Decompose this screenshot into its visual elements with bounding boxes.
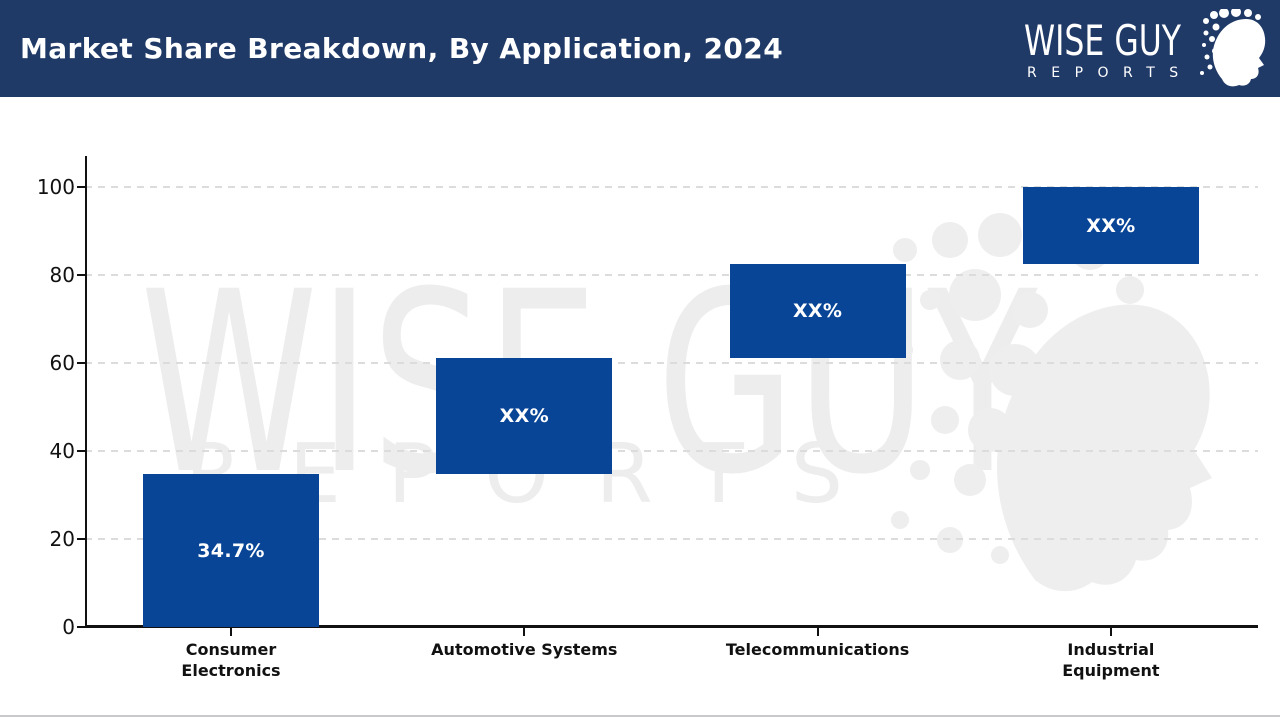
logo-face-icon — [1212, 18, 1266, 86]
x-category-label-line: Electronics — [181, 661, 281, 680]
bar-value-label: XX% — [792, 300, 843, 323]
y-tick-label: 40 — [49, 439, 75, 463]
y-axis-tick — [77, 626, 85, 628]
y-tick-label: 20 — [49, 527, 75, 551]
wiseguy-logo: WISE GUY REPORTS — [1024, 8, 1266, 86]
header-bar: Market Share Breakdown, By Application, … — [0, 0, 1280, 97]
x-category-label-line: Industrial — [1067, 640, 1155, 659]
gridline — [85, 538, 1258, 540]
logo-text-wise-guy: WISE GUY — [1024, 16, 1181, 65]
gridline — [85, 450, 1258, 452]
x-category-label-line: Consumer — [185, 640, 277, 659]
y-tick-label: 100 — [36, 175, 75, 199]
x-category-label: Consumer Electronics — [81, 639, 381, 681]
bar-value-label: XX% — [499, 405, 549, 428]
x-category-label: Telecommunications — [668, 639, 968, 660]
x-category-label: Automotive Systems — [374, 639, 674, 660]
logo-text-reports: REPORTS — [1027, 65, 1193, 81]
x-axis-tick — [523, 628, 526, 636]
y-axis-tick — [77, 450, 85, 452]
bar: XX% — [1022, 187, 1199, 264]
chart-title: Market Share Breakdown, By Application, … — [20, 32, 784, 65]
gridline — [85, 362, 1258, 364]
bar: 34.7% — [143, 474, 319, 627]
x-category-label-line: Equipment — [1062, 661, 1160, 680]
gridline — [85, 186, 1258, 188]
bar: XX% — [436, 358, 613, 475]
y-tick-label: 60 — [49, 351, 75, 375]
x-axis-tick — [816, 628, 819, 636]
y-axis-tick — [77, 186, 85, 188]
bottom-border-line — [0, 715, 1280, 717]
bar-value-label: XX% — [1086, 214, 1136, 237]
x-axis-tick — [230, 628, 232, 636]
x-axis-tick — [1109, 628, 1112, 636]
y-tick-label: 0 — [62, 615, 75, 639]
bar-value-label: 34.7% — [197, 539, 265, 562]
bar: XX% — [729, 264, 906, 359]
y-tick-label: 80 — [49, 263, 75, 287]
y-axis-tick — [77, 538, 85, 540]
y-axis-line — [85, 156, 87, 628]
y-axis-tick — [77, 362, 85, 364]
x-category-label-line: Telecommunications — [725, 640, 910, 659]
gridline — [85, 274, 1258, 276]
x-category-label: Industrial Equipment — [961, 639, 1261, 681]
x-axis-line — [85, 625, 1258, 628]
y-axis-tick — [77, 274, 85, 276]
watermark-face-icon — [997, 304, 1212, 592]
x-category-label-line: Automotive Systems — [431, 640, 618, 659]
